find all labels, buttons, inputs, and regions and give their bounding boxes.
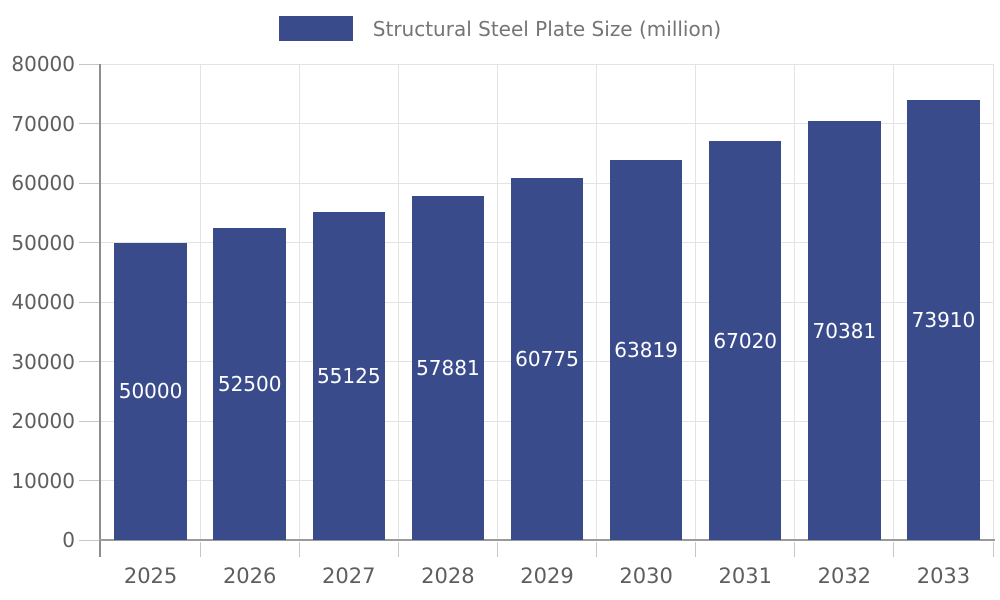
x-tick [199, 542, 201, 557]
bar: 60775 [510, 178, 584, 540]
bar: 67020 [709, 141, 782, 540]
y-tick [79, 123, 101, 124]
bar: 57881 [411, 195, 485, 540]
y-tick-label: 60000 [11, 171, 75, 195]
bar: 63819 [609, 160, 683, 540]
x-tick [695, 542, 697, 557]
bar: 73910 [907, 100, 980, 540]
x-tick-label: 2027 [322, 564, 376, 588]
x-tick-label: 2026 [222, 564, 277, 588]
y-tick [79, 480, 101, 481]
bar-value-label: 63819 [614, 338, 678, 363]
y-tick-label: 20000 [11, 409, 75, 433]
x-tick [397, 542, 399, 557]
bar: 70381 [808, 121, 881, 540]
y-tick-label: 80000 [11, 52, 75, 76]
y-axis-line [99, 64, 101, 557]
y-tick-label: 70000 [11, 111, 75, 136]
x-tick [794, 542, 796, 557]
x-tick [992, 542, 994, 557]
gridline-v [298, 64, 300, 540]
bar-value-label: 73910 [911, 308, 976, 333]
gridline-h [101, 123, 993, 124]
gridline-h [101, 63, 993, 65]
y-tick [79, 301, 101, 303]
bar-value-label: 55125 [316, 363, 381, 388]
y-tick-label: 10000 [11, 468, 75, 493]
gridline-v [992, 64, 994, 540]
x-tick-label: 2030 [619, 564, 673, 588]
bar-value-label: 50000 [118, 379, 183, 404]
gridline-v [596, 64, 598, 540]
y-tick-label: 40000 [11, 290, 75, 314]
y-tick [79, 182, 101, 184]
x-tick-label: 2031 [718, 564, 772, 588]
y-tick-label: 50000 [11, 230, 75, 255]
legend-swatch [278, 16, 353, 41]
y-tick [79, 242, 101, 243]
gridline-v [199, 64, 201, 540]
y-tick [79, 539, 101, 541]
x-tick-label: 2025 [123, 564, 178, 588]
y-tick [79, 63, 101, 65]
x-tick-label: 2028 [421, 564, 475, 588]
bar-value-label: 52500 [217, 371, 282, 396]
x-tick-label: 2032 [817, 564, 872, 588]
gridline-v [496, 64, 498, 540]
y-tick [79, 361, 101, 362]
x-tick-label: 2029 [520, 564, 574, 588]
legend: Structural Steel Plate Size (million) [0, 16, 1000, 41]
y-tick-label: 30000 [11, 349, 75, 374]
bar-value-label: 70381 [812, 318, 877, 343]
x-tick [893, 542, 895, 557]
x-tick [496, 542, 498, 557]
y-tick [79, 420, 101, 422]
bar-value-label: 67020 [713, 328, 778, 353]
y-tick-label: 0 [62, 528, 75, 552]
legend-label: Structural Steel Plate Size (million) [372, 16, 722, 41]
x-axis-line [99, 539, 995, 541]
x-tick-label: 2033 [916, 564, 971, 588]
bar: 52500 [213, 227, 286, 540]
gridline-v [397, 64, 399, 540]
bar: 55125 [312, 212, 385, 540]
x-tick [298, 542, 300, 557]
gridline-v [893, 64, 895, 540]
x-tick [596, 542, 598, 557]
bar-value-label: 57881 [416, 355, 480, 380]
gridline-v [794, 64, 796, 540]
bar: 50000 [114, 242, 187, 540]
gridline-v [695, 64, 697, 540]
bar-value-label: 60775 [515, 347, 579, 372]
